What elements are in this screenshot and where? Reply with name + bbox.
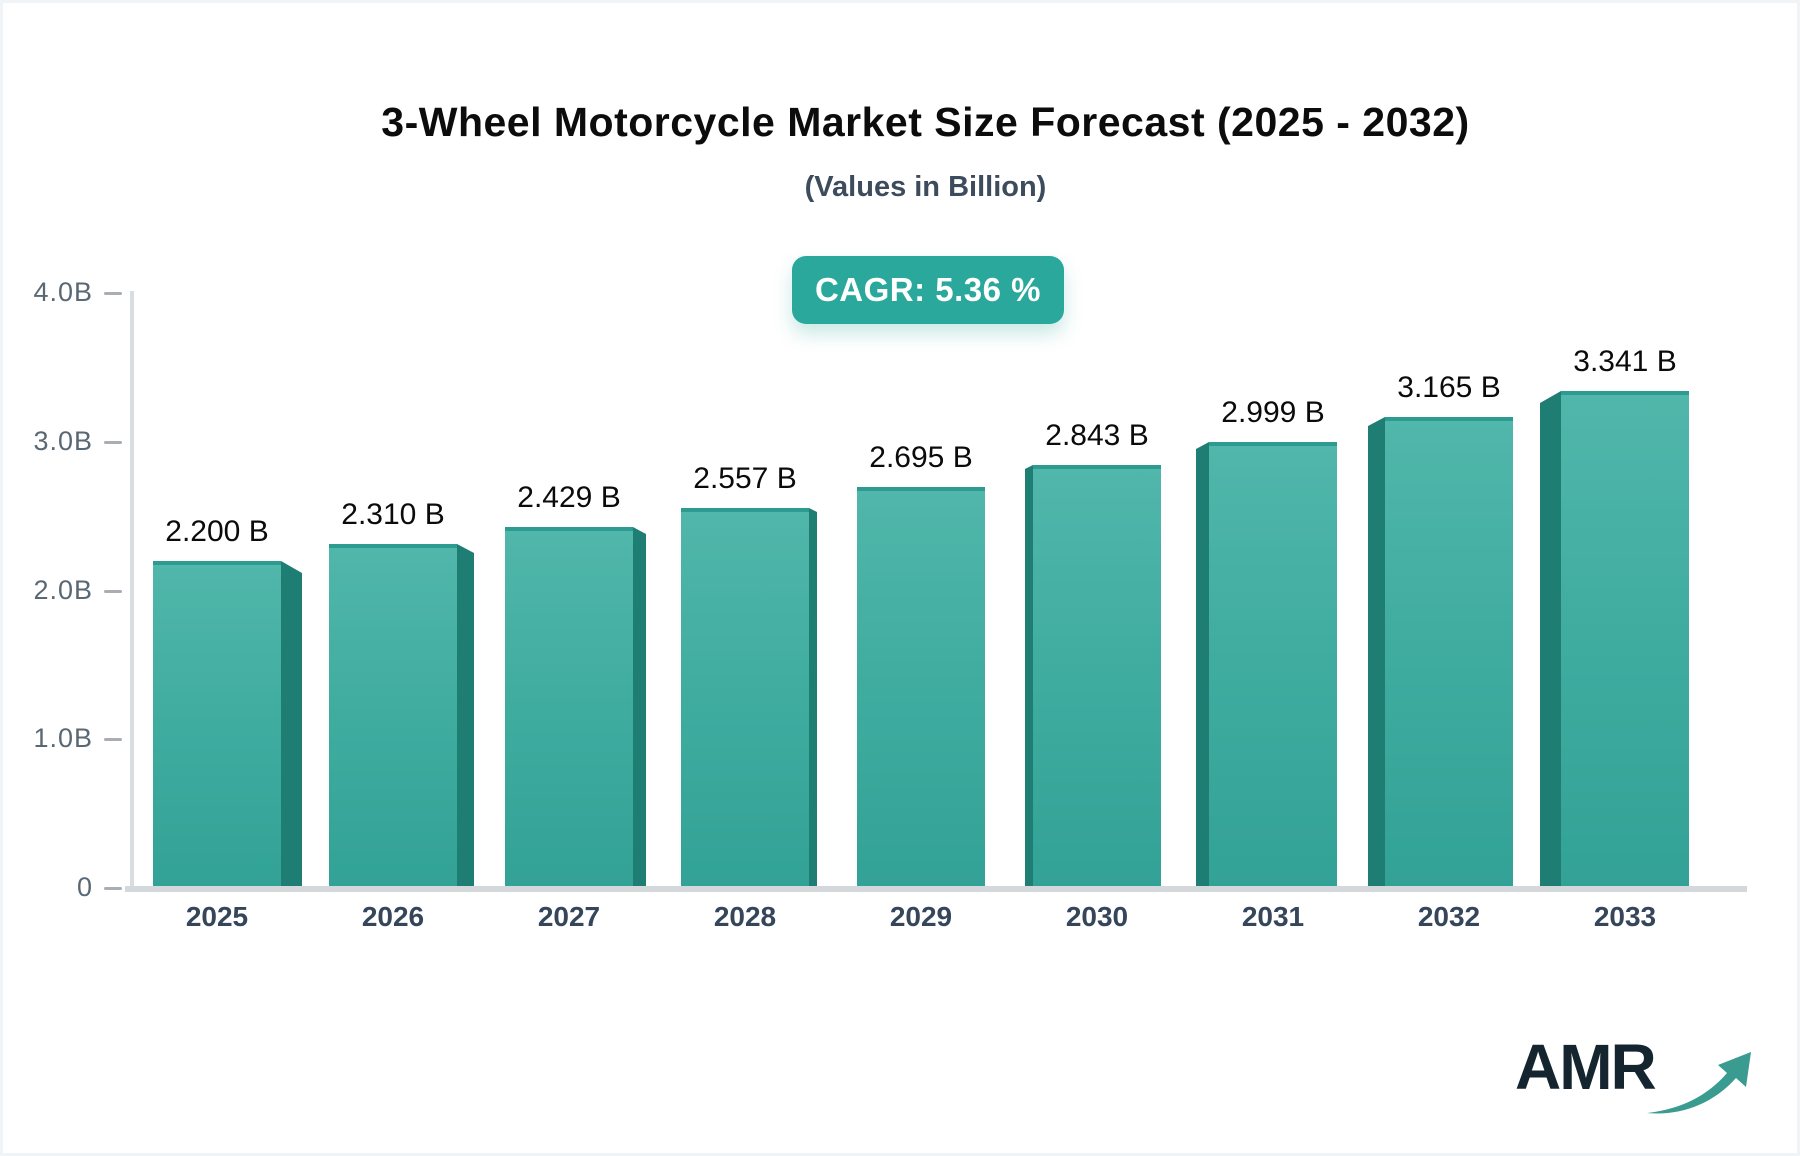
bar-2031	[1209, 442, 1337, 888]
bar-value-label: 2.843 B	[1045, 419, 1149, 452]
bar-value-label: 2.695 B	[869, 441, 973, 474]
bar-side-face	[1540, 391, 1561, 888]
bar-side-face	[1196, 442, 1209, 888]
y-tick-label: 4.0B	[33, 277, 93, 307]
x-axis-label: 2027	[537, 901, 601, 932]
x-axis-label: 2031	[1241, 901, 1305, 932]
brand-logo-text: AMR	[1515, 1031, 1657, 1103]
x-axis-baseline	[125, 886, 1747, 892]
bar-2032	[1385, 417, 1513, 888]
bar-2025	[153, 561, 281, 888]
chart-title: 3-Wheel Motorcycle Market Size Forecast …	[381, 99, 1470, 145]
bar-chart: 0 1.0B 2.0B 3.0B 4.0B 2.200 B 2025 2.310 B 2026 2…	[3, 3, 1797, 1153]
y-tick-label: 3.0B	[33, 425, 93, 456]
bar-value-label: 2.200 B	[165, 515, 269, 548]
chart-subtitle: (Values in Billion)	[804, 171, 1047, 203]
y-tick-mark	[104, 292, 122, 295]
bar-2027	[505, 527, 633, 888]
bar-value-label: 2.310 B	[341, 498, 445, 531]
y-axis-line	[130, 291, 134, 889]
trend-up-arrow-icon	[1646, 1052, 1751, 1114]
bar-side-face	[1025, 465, 1033, 888]
x-axis-label: 2030	[1065, 901, 1129, 932]
bar-2026	[329, 544, 457, 888]
bar-side-face	[457, 544, 474, 888]
x-axis-label: 2025	[185, 901, 249, 932]
y-tick-mark	[104, 440, 122, 444]
bar-2030	[1033, 465, 1161, 888]
y-tick-label: 1.0B	[33, 723, 93, 754]
x-axis-label: 2029	[889, 901, 953, 932]
y-tick-mark	[104, 887, 122, 890]
y-tick-mark	[104, 589, 122, 593]
bar-value-label: 2.999 B	[1221, 396, 1325, 429]
y-tick-label: 0	[76, 872, 93, 902]
bar-value-label: 3.341 B	[1573, 345, 1677, 378]
y-tick-label: 2.0B	[33, 574, 93, 605]
x-axis-label: 2033	[1593, 901, 1657, 932]
cagr-badge: CAGR: 5.36 %	[792, 256, 1064, 324]
bar-side-face	[281, 561, 302, 888]
bar-value-label: 3.165 B	[1397, 371, 1501, 404]
bar-2029	[857, 487, 985, 888]
brand-logo: AMR	[1515, 1035, 1757, 1117]
bar-side-face	[809, 508, 817, 888]
bar-value-label: 2.557 B	[693, 462, 797, 495]
cagr-badge-label: CAGR: 5.36 %	[814, 271, 1042, 308]
bar-side-face	[1368, 417, 1385, 888]
x-axis-label: 2032	[1417, 901, 1481, 932]
bar-side-face	[633, 527, 646, 888]
y-tick-mark	[104, 738, 122, 742]
x-axis-label: 2028	[713, 901, 777, 932]
bar-2033	[1561, 391, 1689, 888]
bar-2028	[681, 508, 809, 888]
x-axis-label: 2026	[361, 901, 425, 932]
bar-value-label: 2.429 B	[517, 481, 621, 514]
